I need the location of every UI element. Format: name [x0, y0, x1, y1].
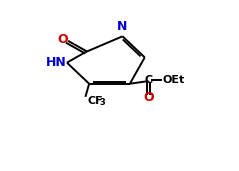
Text: O: O — [57, 33, 68, 46]
Text: C: C — [145, 75, 153, 86]
Text: N: N — [117, 20, 128, 33]
Text: CF: CF — [87, 96, 103, 106]
Text: HN: HN — [46, 56, 67, 69]
Text: O: O — [143, 91, 154, 104]
Text: 3: 3 — [100, 98, 106, 107]
Text: OEt: OEt — [163, 75, 185, 85]
